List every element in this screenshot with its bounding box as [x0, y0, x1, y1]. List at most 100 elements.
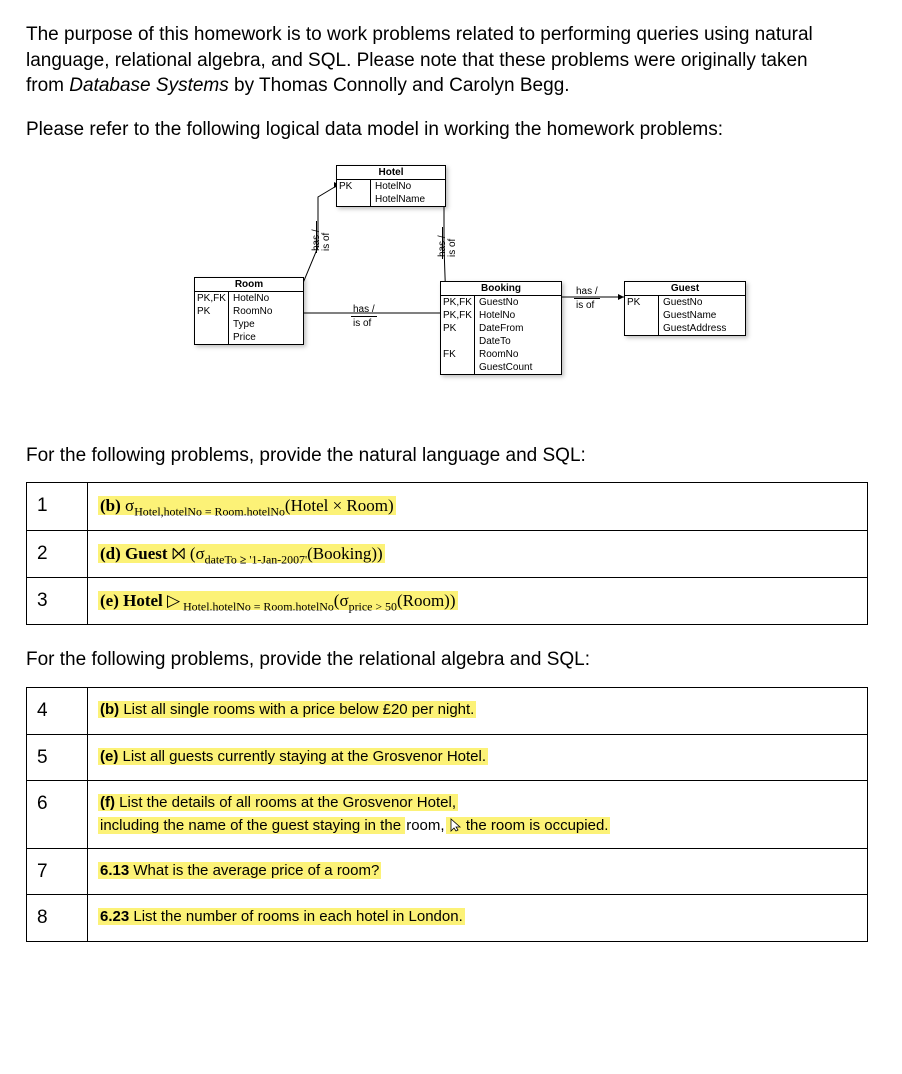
booking-row4-attr: RoomNo — [475, 348, 522, 361]
entity-room: Room PK,FKHotelNo PKRoomNo Type Price — [194, 277, 304, 345]
entity-booking-title: Booking — [441, 282, 561, 296]
guest-row1-attr: GuestName — [659, 309, 720, 322]
room-row2-key — [195, 318, 229, 331]
room-row1-attr: RoomNo — [229, 305, 276, 318]
subhead-natural-sql: For the following problems, provide the … — [26, 443, 874, 469]
q4-text: List all single rooms with a price below… — [123, 701, 474, 718]
question-8-cell: 6.23 List the number of rooms in each ho… — [88, 895, 868, 942]
edge-booking-guest-isof: is of — [574, 299, 600, 313]
hotel-row0-attr: HotelNo — [371, 180, 415, 193]
q3-sub2: price > 50 — [349, 599, 397, 613]
guest-row2-key — [625, 322, 659, 335]
q6-room-word: room, — [405, 817, 445, 834]
room-row3-key — [195, 331, 229, 344]
q6-prefix: (f) — [100, 794, 119, 811]
question-3-number: 3 — [27, 577, 88, 624]
edge-room-booking-has: has / — [351, 303, 377, 318]
questions-table-1: 1 (b) σHotel,hotelNo = Room.hotelNo(Hote… — [26, 482, 868, 625]
text-cursor-icon — [450, 818, 462, 832]
guest-row1-key — [625, 309, 659, 322]
question-row-5: 5 (e) List all guests currently staying … — [27, 734, 868, 781]
question-3-expr: (e) Hotel ▷ Hotel.hotelNo = Room.hotelNo… — [98, 591, 458, 610]
hotel-row0-key: PK — [337, 180, 371, 193]
guest-row0-attr: GuestNo — [659, 296, 706, 309]
q5-prefix: (e) — [100, 748, 123, 765]
subhead-data-model: Please refer to the following logical da… — [26, 117, 874, 143]
question-1-number: 1 — [27, 483, 88, 530]
question-row-1: 1 (b) σHotel,hotelNo = Room.hotelNo(Hote… — [27, 483, 868, 530]
sigma-icon: σ — [125, 496, 134, 515]
room-row0-key: PK,FK — [195, 292, 229, 305]
question-3-cell: (e) Hotel ▷ Hotel.hotelNo = Room.hotelNo… — [88, 577, 868, 624]
guest-row0-key: PK — [625, 296, 659, 309]
q6-line2a: including the name of the guest staying … — [100, 817, 405, 834]
question-4-text: (b) List all single rooms with a price b… — [98, 701, 476, 718]
q2-sub: dateTo — [205, 552, 240, 566]
q3-prefix: (e) Hotel — [100, 591, 167, 610]
q7-text: What is the average price of a room? — [133, 862, 379, 879]
intro-line1: The purpose of this homework is to work … — [26, 24, 813, 45]
room-row0-attr: HotelNo — [229, 292, 273, 305]
question-row-2: 2 (d) Guest ⨝ (σdateTo ≥ '1-Jan-2007'(Bo… — [27, 530, 868, 577]
questions-table-2: 4 (b) List all single rooms with a price… — [26, 687, 868, 942]
entity-hotel-title: Hotel — [337, 166, 445, 180]
question-8-text: 6.23 List the number of rooms in each ho… — [98, 908, 465, 925]
q1-prefix: (b) — [100, 496, 125, 515]
edge-hotel-room-divider — [316, 221, 317, 253]
booking-row2-key: PK — [441, 322, 475, 335]
entity-guest: Guest PKGuestNo GuestName GuestAddress — [624, 281, 746, 336]
intro-line3b: by Thomas Connolly and Carolyn Begg. — [229, 75, 570, 96]
question-row-4: 4 (b) List all single rooms with a price… — [27, 687, 868, 734]
edge-booking-guest-label: has / is of — [574, 285, 600, 313]
room-row2-attr: Type — [229, 318, 259, 331]
question-row-6: 6 (f) List the details of all rooms at t… — [27, 781, 868, 849]
sigma-icon: σ — [339, 591, 348, 610]
question-row-3: 3 (e) Hotel ▷ Hotel.hotelNo = Room.hotel… — [27, 577, 868, 624]
hotel-row1-key — [337, 193, 371, 206]
question-6-cell: (f) List the details of all rooms at the… — [88, 781, 868, 849]
join-icon: ⨝ — [172, 544, 186, 563]
q8-prefix: 6.23 — [100, 908, 133, 925]
question-5-number: 5 — [27, 734, 88, 781]
question-1-cell: (b) σHotel,hotelNo = Room.hotelNo(Hotel … — [88, 483, 868, 530]
q3-body: (Room)) — [397, 591, 456, 610]
booking-row3-attr: DateTo — [475, 335, 515, 348]
question-8-number: 8 — [27, 895, 88, 942]
q1-body: (Hotel × Room) — [285, 496, 394, 515]
booking-row4-key: FK — [441, 348, 475, 361]
edge-hotel-booking-isof: is of — [446, 238, 460, 256]
question-5-cell: (e) List all guests currently staying at… — [88, 734, 868, 781]
intro-line2: language, relational algebra, and SQL. P… — [26, 50, 808, 71]
q2-open: ( — [186, 544, 196, 563]
q4-prefix: (b) — [100, 701, 123, 718]
book-title: Database Systems — [69, 75, 228, 96]
er-diagram: has / is of has / is of has / is of has … — [26, 157, 786, 417]
booking-row1-key: PK,FK — [441, 309, 475, 322]
room-row3-attr: Price — [229, 331, 260, 344]
q1-sub: Hotel,hotelNo = Room.hotelNo — [134, 505, 285, 519]
homework-page: The purpose of this homework is to work … — [0, 0, 902, 1004]
booking-row2-attr: DateFrom — [475, 322, 527, 335]
room-row1-key: PK — [195, 305, 229, 318]
booking-row1-attr: HotelNo — [475, 309, 519, 322]
question-6-line2: including the name of the guest staying … — [98, 817, 610, 834]
entity-booking: Booking PK,FKGuestNo PK,FKHotelNo PKDate… — [440, 281, 562, 375]
edge-room-booking-label: has / is of — [351, 303, 377, 331]
q8-text: List the number of rooms in each hotel i… — [133, 908, 462, 925]
q3-sub1: Hotel.hotelNo = Room.hotelNo — [180, 599, 334, 613]
question-7-text: 6.13 What is the average price of a room… — [98, 862, 381, 879]
edge-hotel-booking-divider — [442, 227, 443, 259]
entity-hotel: Hotel PKHotelNo HotelName — [336, 165, 446, 207]
booking-row0-attr: GuestNo — [475, 296, 522, 309]
sigma-icon: σ — [195, 544, 204, 563]
question-4-cell: (b) List all single rooms with a price b… — [88, 687, 868, 734]
q2-date: '1-Jan-2007' — [246, 552, 307, 566]
subhead-relalg-sql: For the following problems, provide the … — [26, 647, 874, 673]
booking-row5-attr: GuestCount — [475, 361, 536, 374]
edge-hotel-room-isof: is of — [320, 232, 334, 250]
question-2-number: 2 — [27, 530, 88, 577]
question-5-text: (e) List all guests currently staying at… — [98, 748, 488, 765]
entity-guest-title: Guest — [625, 282, 745, 296]
question-2-cell: (d) Guest ⨝ (σdateTo ≥ '1-Jan-2007'(Book… — [88, 530, 868, 577]
question-row-7: 7 6.13 What is the average price of a ro… — [27, 848, 868, 895]
